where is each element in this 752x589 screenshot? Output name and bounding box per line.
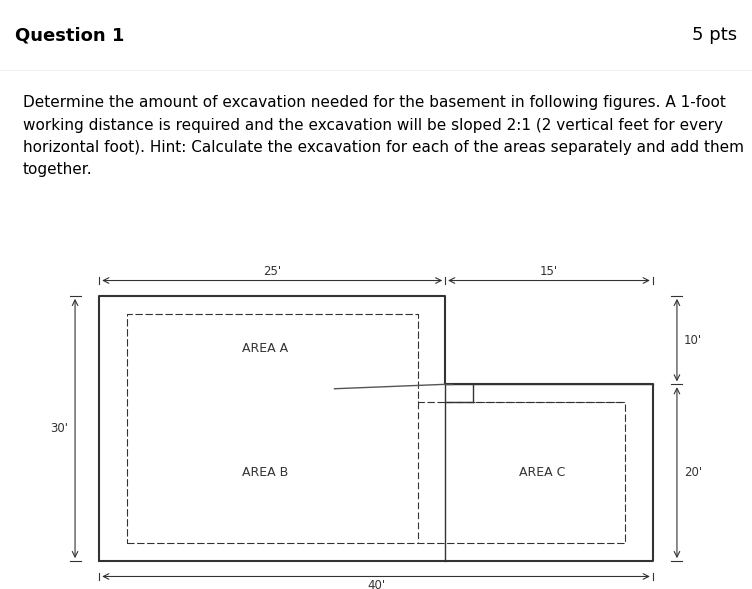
Text: 10': 10' <box>684 333 702 347</box>
Text: AREA B: AREA B <box>242 466 289 479</box>
Text: AREA A: AREA A <box>242 342 288 356</box>
Text: AREA C: AREA C <box>519 466 566 479</box>
Text: Determine the amount of excavation needed for the basement in following figures.: Determine the amount of excavation neede… <box>23 95 744 177</box>
Text: 25': 25' <box>263 265 281 279</box>
Text: 30': 30' <box>50 422 68 435</box>
Text: 15': 15' <box>540 265 558 279</box>
Text: Question 1: Question 1 <box>15 27 124 44</box>
Text: 20': 20' <box>684 466 702 479</box>
Text: 40': 40' <box>367 578 385 589</box>
Text: 5 pts: 5 pts <box>692 27 737 44</box>
